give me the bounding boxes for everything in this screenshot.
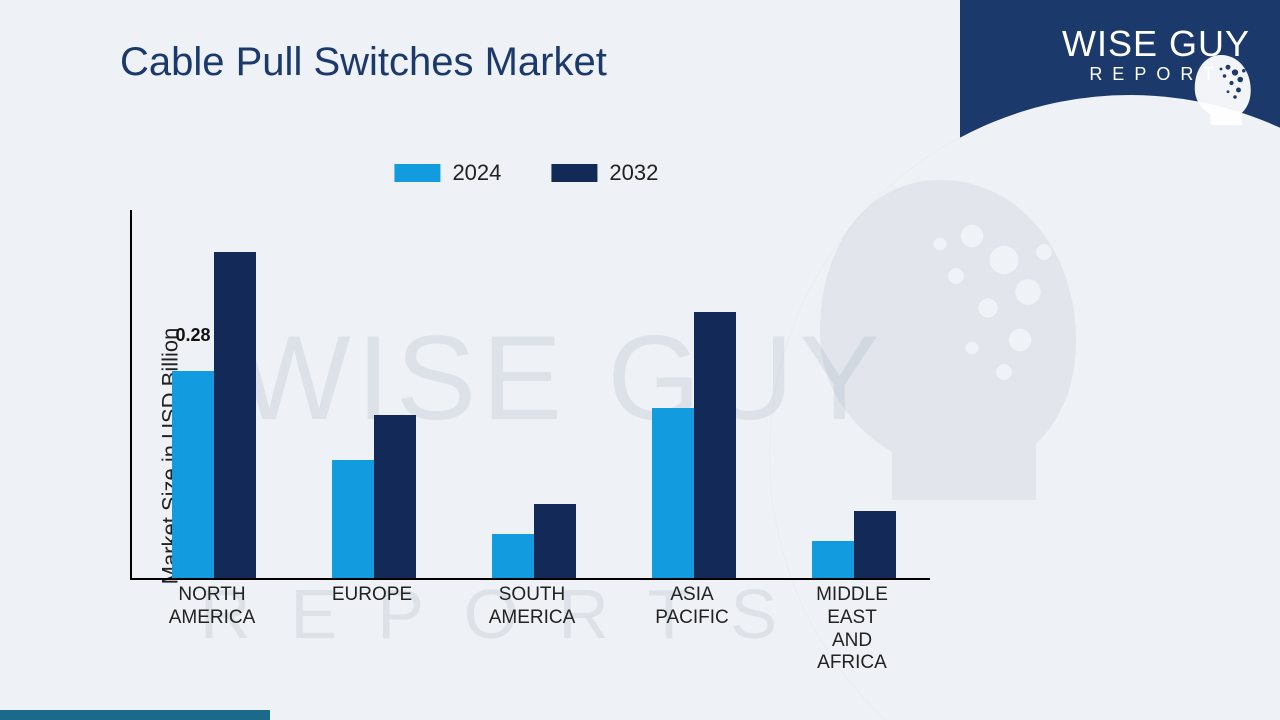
legend-label-2024: 2024	[452, 160, 501, 186]
bar	[652, 408, 694, 578]
x-axis-labels: NORTHAMERICA EUROPE SOUTHAMERICA ASIAPACIFI…	[130, 584, 930, 684]
bar	[332, 460, 374, 578]
brand-logo: WISE GUY REPORTS	[1062, 26, 1250, 85]
chart-container: Market Size in USD Billion 2024 2032 0.2…	[70, 170, 930, 690]
bar-group	[172, 252, 256, 578]
bar	[374, 415, 416, 578]
x-axis-label: ASIAPACIFIC	[627, 584, 757, 630]
page-root: WISE GUY REPORTS Cable Pull Switches Mar…	[0, 0, 1280, 720]
legend-label-2032: 2032	[609, 160, 658, 186]
bar-group	[332, 415, 416, 578]
bottom-accent-bar	[0, 710, 270, 720]
bar	[812, 541, 854, 578]
chart-plot-area: 0.28	[130, 210, 930, 580]
bar-group	[812, 511, 896, 578]
x-axis-label: MIDDLEEASTANDAFRICA	[787, 584, 917, 675]
legend-item-2032: 2032	[551, 160, 658, 186]
legend-swatch-2024	[394, 164, 440, 182]
legend-swatch-2032	[551, 164, 597, 182]
bar-value-label: 0.28	[175, 325, 210, 346]
bar	[694, 312, 736, 578]
logo-head-icon	[1186, 50, 1256, 130]
bar	[172, 371, 214, 578]
chart-legend: 2024 2032	[394, 160, 658, 186]
x-axis-label: EUROPE	[307, 584, 437, 607]
chart-title: Cable Pull Switches Market	[120, 40, 607, 85]
legend-item-2024: 2024	[394, 160, 501, 186]
bar	[854, 511, 896, 578]
bar-group	[492, 504, 576, 578]
x-axis-label: NORTHAMERICA	[147, 584, 277, 630]
bar	[214, 252, 256, 578]
bar	[492, 534, 534, 578]
x-axis-label: SOUTHAMERICA	[467, 584, 597, 630]
bar-group	[652, 312, 736, 578]
bar	[534, 504, 576, 578]
